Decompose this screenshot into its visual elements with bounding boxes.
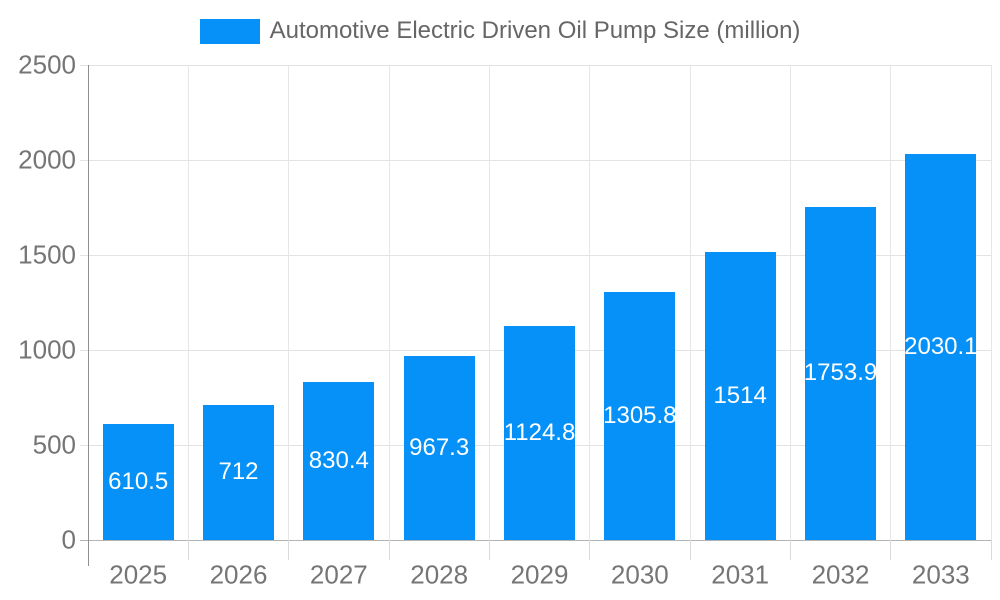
- bar-value-label: 1753.9: [803, 359, 878, 387]
- gridline-vertical: [388, 65, 390, 540]
- gridline-vertical: [689, 65, 691, 540]
- gridline-horizontal: [80, 254, 991, 256]
- x-tick-label: 2028: [410, 559, 469, 590]
- bar[interactable]: 967.3: [403, 356, 475, 540]
- gridline-vertical: [288, 65, 290, 540]
- x-tick-label: 2025: [109, 559, 168, 590]
- gridline-vertical: [187, 65, 189, 540]
- y-tick-label: 2000: [18, 144, 76, 175]
- y-axis-line: [88, 65, 89, 566]
- bar[interactable]: 610.5: [102, 424, 174, 540]
- gridline-vertical: [890, 65, 892, 540]
- y-tick-label: 1500: [18, 239, 76, 270]
- x-axis-baseline: [80, 539, 991, 541]
- legend: Automotive Electric Driven Oil Pump Size…: [0, 17, 1000, 44]
- x-tick-label: 2032: [811, 559, 870, 590]
- y-tick-label: 500: [32, 429, 76, 460]
- bar-value-label: 610.5: [108, 468, 169, 495]
- bar-value-label: 712: [218, 458, 259, 486]
- x-tick-label: 2026: [209, 559, 268, 590]
- legend-label: Automotive Electric Driven Oil Pump Size…: [269, 17, 801, 44]
- x-axis-tick: [288, 540, 290, 560]
- x-tick-label: 2027: [309, 559, 368, 590]
- bar[interactable]: 1514: [704, 252, 776, 540]
- bar[interactable]: 2030.1: [904, 154, 978, 540]
- y-tick-label: 2500: [18, 49, 76, 80]
- x-axis-tick: [488, 540, 490, 560]
- bar-value-label: 1305.8: [603, 401, 677, 429]
- bar-value-label: 967.3: [409, 434, 470, 462]
- bar[interactable]: 712: [203, 404, 274, 540]
- x-tick-label: 2031: [711, 559, 770, 590]
- bar[interactable]: 830.4: [303, 382, 375, 540]
- y-tick-label: 1000: [18, 334, 76, 365]
- bar[interactable]: 1124.8: [504, 326, 575, 540]
- bar-value-label: 1124.8: [503, 419, 576, 447]
- bar-value-label: 830.4: [308, 447, 369, 475]
- x-axis-tick: [689, 540, 691, 560]
- gridline-horizontal: [80, 159, 991, 161]
- x-axis-tick: [990, 540, 992, 560]
- x-axis-tick: [187, 540, 189, 560]
- x-tick-label: 2029: [510, 559, 569, 590]
- gridline-vertical: [488, 65, 490, 540]
- gridline-vertical: [589, 65, 591, 540]
- gridline-horizontal: [80, 64, 991, 66]
- y-tick-label: 0: [61, 524, 76, 555]
- plot-area: 0 500 1000 1500 2000 2500 610.5 2025 712 2026 830.…: [18, 50, 992, 590]
- bar[interactable]: 1305.8: [603, 291, 677, 540]
- legend-swatch: [199, 18, 260, 44]
- gridline-vertical: [990, 65, 992, 540]
- bar-value-label: 2030.1: [904, 333, 978, 361]
- x-tick-label: 2030: [610, 559, 669, 590]
- bar[interactable]: 1753.9: [803, 206, 878, 540]
- x-axis-tick: [388, 540, 390, 560]
- x-axis-tick: [589, 540, 591, 560]
- bar-value-label: 1514: [713, 382, 767, 410]
- x-axis-tick: [789, 540, 791, 560]
- x-tick-label: 2033: [911, 559, 970, 590]
- gridline-vertical: [789, 65, 791, 540]
- x-axis-tick: [890, 540, 892, 560]
